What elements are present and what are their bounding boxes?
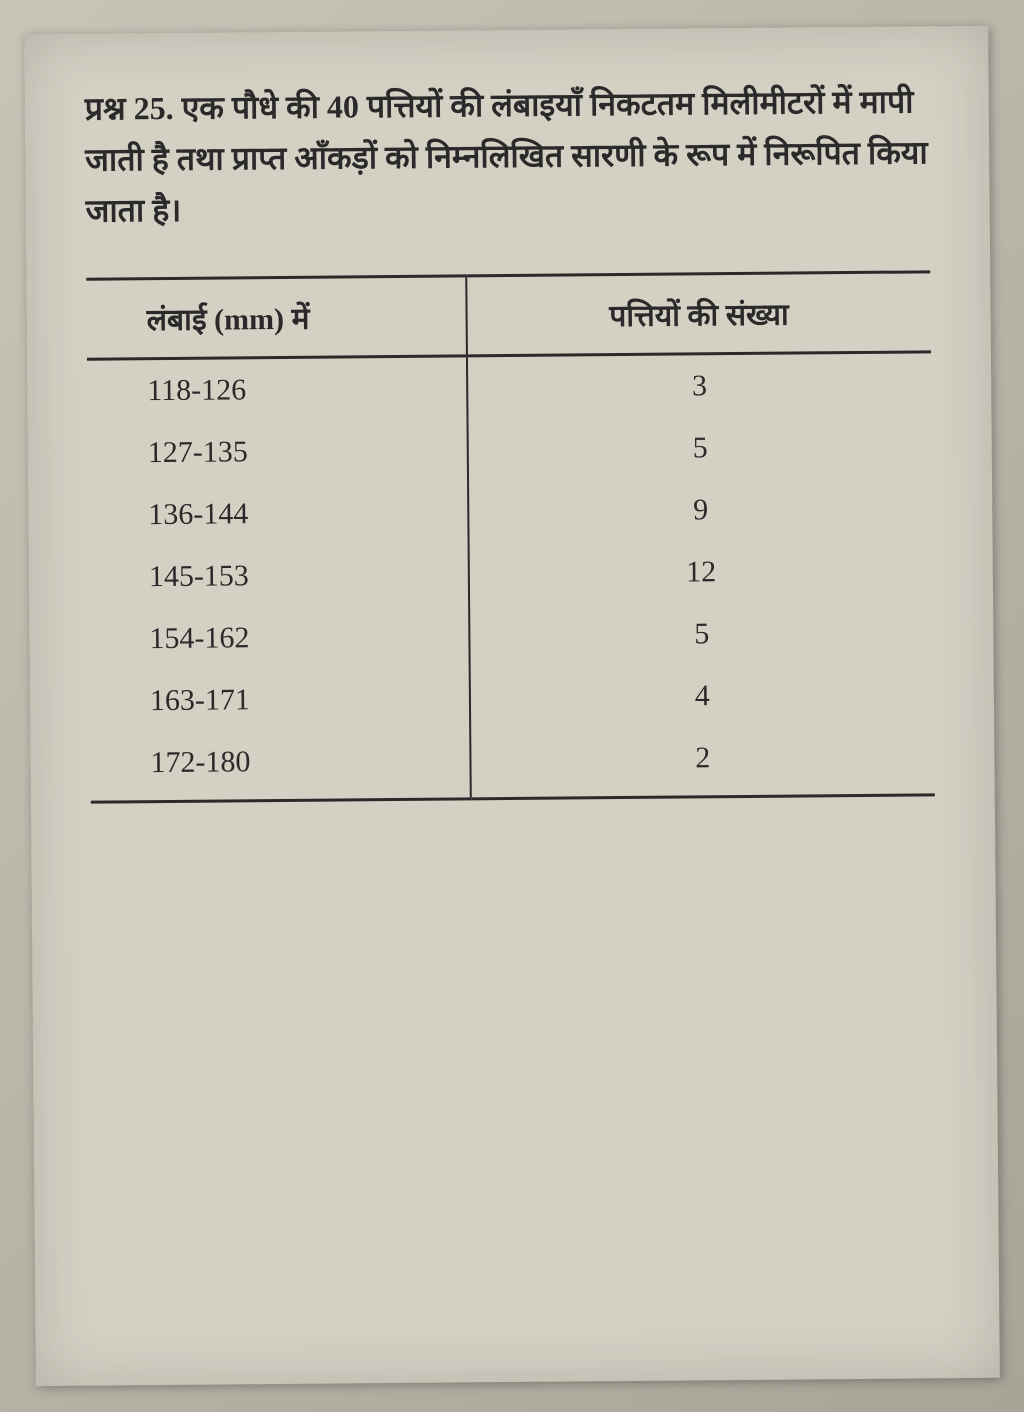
cell-count: 5 [467, 415, 932, 481]
cell-count: 5 [469, 601, 934, 667]
table-row: 136-144 9 [88, 477, 933, 546]
table-row: 145-153 12 [89, 539, 934, 608]
question-paragraph: प्रश्न 25. एक पौधे की 40 पत्तियों की लंब… [85, 76, 930, 237]
cell-length: 118-126 [87, 355, 467, 422]
cell-count: 2 [470, 725, 935, 799]
table-row: 172-180 2 [90, 725, 935, 802]
cell-length: 145-153 [89, 543, 469, 608]
page-container: प्रश्न 25. एक पौधे की 40 पत्तियों की लंब… [24, 26, 1000, 1386]
column-header-length: लंबाई (mm) में [86, 275, 466, 358]
table-row: 127-135 5 [88, 415, 933, 484]
frequency-table: लंबाई (mm) में पत्तियों की संख्या 118-12… [86, 270, 935, 803]
cell-count: 9 [468, 477, 933, 543]
question-body: एक पौधे की 40 पत्तियों की लंबाइयाँ निकटत… [85, 83, 928, 229]
cell-length: 163-171 [90, 667, 470, 732]
cell-count: 12 [468, 539, 933, 605]
cell-length: 136-144 [88, 481, 468, 546]
cell-length: 154-162 [89, 605, 469, 670]
cell-length: 172-180 [90, 729, 470, 802]
cell-count: 4 [469, 663, 934, 729]
table-body: 118-126 3 127-135 5 136-144 9 145-153 12… [87, 351, 935, 801]
cell-count: 3 [467, 351, 932, 419]
cell-length: 127-135 [88, 419, 468, 484]
question-number: प्रश्न 25. [85, 90, 174, 127]
table-row: 154-162 5 [89, 601, 934, 670]
column-header-count: पत्तियों की संख्या [466, 271, 931, 355]
table-row: 163-171 4 [90, 663, 935, 732]
table-header-row: लंबाई (mm) में पत्तियों की संख्या [86, 271, 931, 358]
table-row: 118-126 3 [87, 351, 932, 422]
